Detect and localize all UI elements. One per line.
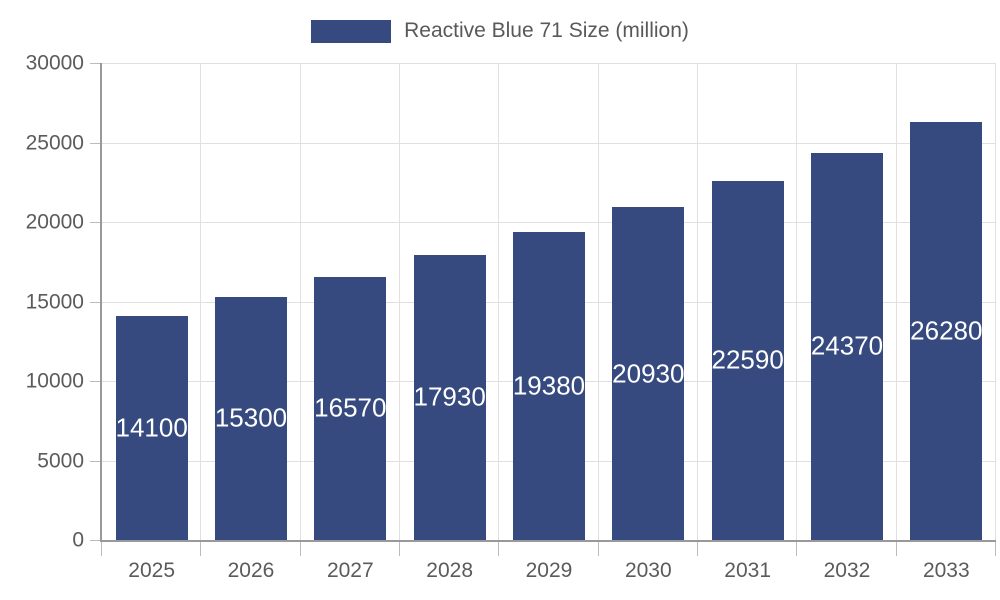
bar-2030: 20930 [612, 207, 684, 540]
gridline-vertical [597, 63, 599, 540]
y-tick-label: 5000 [37, 449, 84, 472]
y-tick-label: 30000 [25, 51, 84, 75]
x-tick-label: 2028 [426, 559, 474, 582]
x-axis-tick [597, 542, 599, 556]
x-axis-tick [895, 542, 897, 556]
legend-label: Reactive Blue 71 Size (million) [404, 19, 689, 42]
gridline-horizontal [102, 142, 996, 144]
gridline-vertical [399, 63, 400, 540]
x-axis-tick [498, 542, 500, 556]
x-axis-tick [796, 542, 798, 556]
x-tick-label: 2031 [724, 559, 772, 582]
bar-2031: 22590 [711, 180, 784, 540]
bar-value-label: 26280 [910, 315, 983, 346]
legend-swatch [311, 19, 392, 43]
bar-value-label: 14100 [115, 412, 188, 443]
x-tick-label: 2029 [525, 559, 573, 582]
bar-2025: 14100 [115, 315, 188, 540]
gridline-vertical [200, 63, 202, 540]
x-axis-tick [299, 542, 301, 556]
bar-2033: 26280 [910, 122, 982, 540]
y-axis-tick [90, 63, 100, 64]
x-tick-label: 2025 [128, 559, 176, 582]
x-axis-tick [101, 542, 102, 556]
bar-value-label: 15300 [214, 402, 288, 433]
y-tick-label: 0 [72, 528, 84, 552]
bar-value-label: 22590 [711, 344, 784, 375]
y-tick-label: 15000 [25, 290, 84, 313]
y-axis-tick [90, 381, 100, 382]
y-tick-label: 25000 [25, 131, 84, 154]
x-tick-label: 2033 [922, 559, 970, 582]
y-tick-label: 10000 [25, 369, 84, 393]
gridline-vertical [895, 63, 897, 540]
x-tick-label: 2032 [823, 559, 871, 582]
bar-value-label: 19380 [512, 370, 586, 401]
bar-value-label: 24370 [810, 330, 884, 361]
x-axis-tick [995, 542, 996, 556]
x-tick-label: 2026 [227, 559, 275, 582]
x-axis-tick [200, 542, 202, 556]
gridline-vertical [498, 63, 500, 540]
x-tick-label: 2030 [624, 559, 672, 582]
y-axis-tick [90, 301, 100, 303]
gridline-vertical [697, 63, 698, 540]
bar-value-label: 16570 [314, 392, 387, 423]
gridline-vertical [796, 63, 798, 540]
y-axis-tick [90, 460, 100, 462]
bar-value-label: 20930 [612, 358, 685, 389]
bar-2029: 19380 [512, 231, 586, 540]
bar-value-label: 17930 [413, 381, 486, 412]
y-axis-tick [90, 540, 100, 541]
y-axis-tick [90, 222, 100, 223]
bar-2028: 17930 [413, 254, 486, 540]
gridline-vertical [299, 63, 301, 540]
x-axis-tick [399, 542, 400, 556]
gridline-horizontal [102, 63, 996, 64]
gridline-horizontal [102, 222, 996, 223]
y-axis-tick [90, 142, 100, 144]
y-tick-label: 20000 [25, 210, 84, 234]
bar-2032: 24370 [810, 152, 884, 540]
bar-2027: 16570 [314, 276, 387, 540]
chart-legend[interactable]: Reactive Blue 71 Size (million) [0, 19, 1000, 43]
gridline-vertical [995, 63, 996, 540]
plot-area: 14100 15300 16570 17930 19380 20930 22590 24370… [100, 63, 996, 542]
bar-2026: 15300 [214, 296, 288, 540]
x-tick-label: 2027 [326, 559, 374, 582]
x-axis-tick [697, 542, 698, 556]
